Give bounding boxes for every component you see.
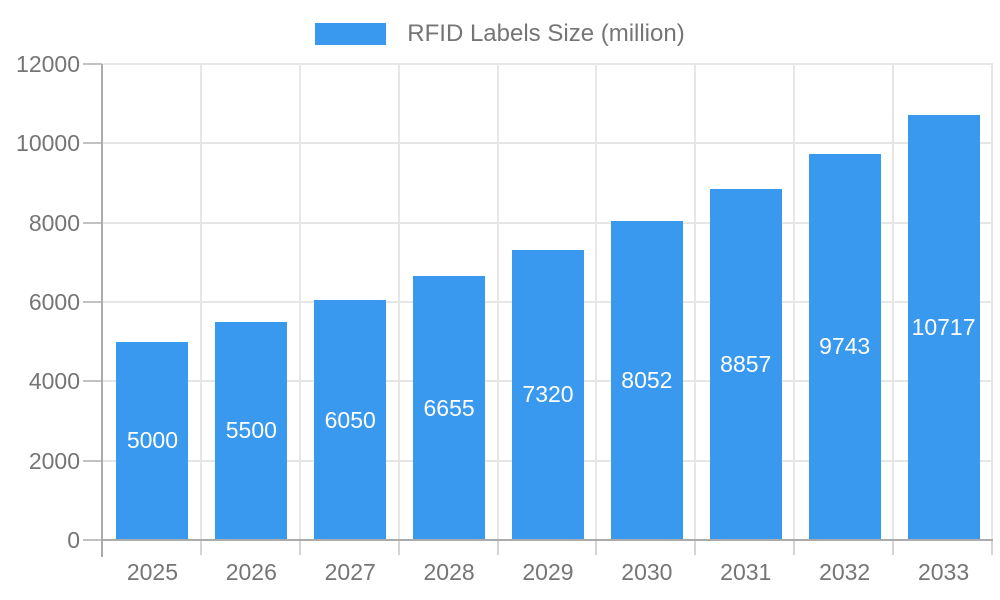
x-axis-tick-label: 2032: [819, 559, 871, 585]
y-axis-tick-label: 12000: [16, 51, 80, 77]
v-gridline: [595, 64, 598, 540]
y-axis-tick-label: 0: [67, 527, 80, 553]
x-tick: [397, 540, 400, 555]
bar[interactable]: 5000: [116, 341, 189, 540]
bar-value-label: 5000: [126, 427, 179, 454]
bar[interactable]: 6050: [314, 300, 387, 540]
bar[interactable]: 8052: [610, 220, 683, 540]
legend-swatch-icon: [315, 23, 387, 45]
v-gridline: [496, 64, 499, 540]
y-axis-tick-label: 2000: [28, 447, 80, 474]
v-gridline: [298, 64, 301, 540]
x-axis-tick-label: 2030: [621, 559, 673, 585]
bar[interactable]: 7320: [512, 249, 584, 540]
v-gridline: [397, 64, 400, 540]
x-tick: [793, 540, 796, 555]
h-gridline: [103, 63, 993, 65]
y-tick: [83, 142, 102, 145]
y-axis-line: [101, 64, 103, 557]
bar-value-label: 8857: [720, 350, 772, 377]
x-tick: [991, 540, 993, 555]
bar[interactable]: 10717: [907, 114, 980, 540]
bar[interactable]: 6655: [413, 276, 486, 540]
x-axis-tick-label: 2027: [324, 559, 376, 585]
bar-value-label: 8052: [621, 366, 673, 393]
v-gridline: [991, 64, 993, 540]
bar-value-label: 6655: [423, 394, 475, 421]
x-axis-tick-label: 2026: [225, 559, 277, 585]
bar-value-label: 9743: [819, 333, 871, 360]
x-tick: [595, 540, 598, 555]
x-tick: [199, 540, 202, 555]
bar-value-label: 7320: [522, 381, 574, 408]
y-axis-tick-label: 4000: [28, 368, 80, 395]
plot-area: 5000 5500 6050 6655 7320 8052 8857 9743 10717: [83, 63, 993, 557]
h-gridline: [103, 221, 993, 224]
x-axis-tick-label: 2028: [423, 559, 475, 585]
bar[interactable]: 5500: [215, 321, 288, 540]
y-tick: [83, 301, 102, 303]
v-gridline: [199, 64, 202, 540]
h-gridline: [103, 142, 993, 145]
x-tick: [892, 540, 895, 555]
legend-label: RFID Labels Size (million): [407, 20, 685, 47]
y-axis-tick-label: 6000: [28, 289, 80, 315]
x-axis-tick-label: 2025: [126, 559, 179, 585]
y-axis-tick-label: 8000: [28, 209, 80, 236]
bar[interactable]: 8857: [709, 188, 782, 540]
y-tick: [83, 63, 102, 65]
y-tick: [83, 459, 102, 462]
y-tick: [83, 221, 102, 224]
v-gridline: [793, 64, 796, 540]
y-tick: [83, 539, 102, 541]
v-gridline: [892, 64, 895, 540]
bar-value-label: 6050: [324, 406, 376, 433]
x-tick: [298, 540, 301, 555]
x-axis-tick-label: 2031: [720, 559, 772, 585]
legend[interactable]: RFID Labels Size (million): [0, 19, 1000, 49]
bar[interactable]: 9743: [808, 153, 881, 540]
y-tick: [83, 380, 102, 383]
x-tick: [496, 540, 499, 555]
bar-value-label: 5500: [225, 417, 277, 444]
x-tick: [694, 540, 697, 555]
y-axis-tick-label: 10000: [16, 130, 80, 157]
x-axis-tick-label: 2029: [522, 559, 574, 585]
v-gridline: [694, 64, 697, 540]
bar-value-label: 10717: [911, 313, 976, 340]
x-axis-line: [101, 539, 993, 541]
x-axis-tick-label: 2033: [917, 559, 970, 585]
